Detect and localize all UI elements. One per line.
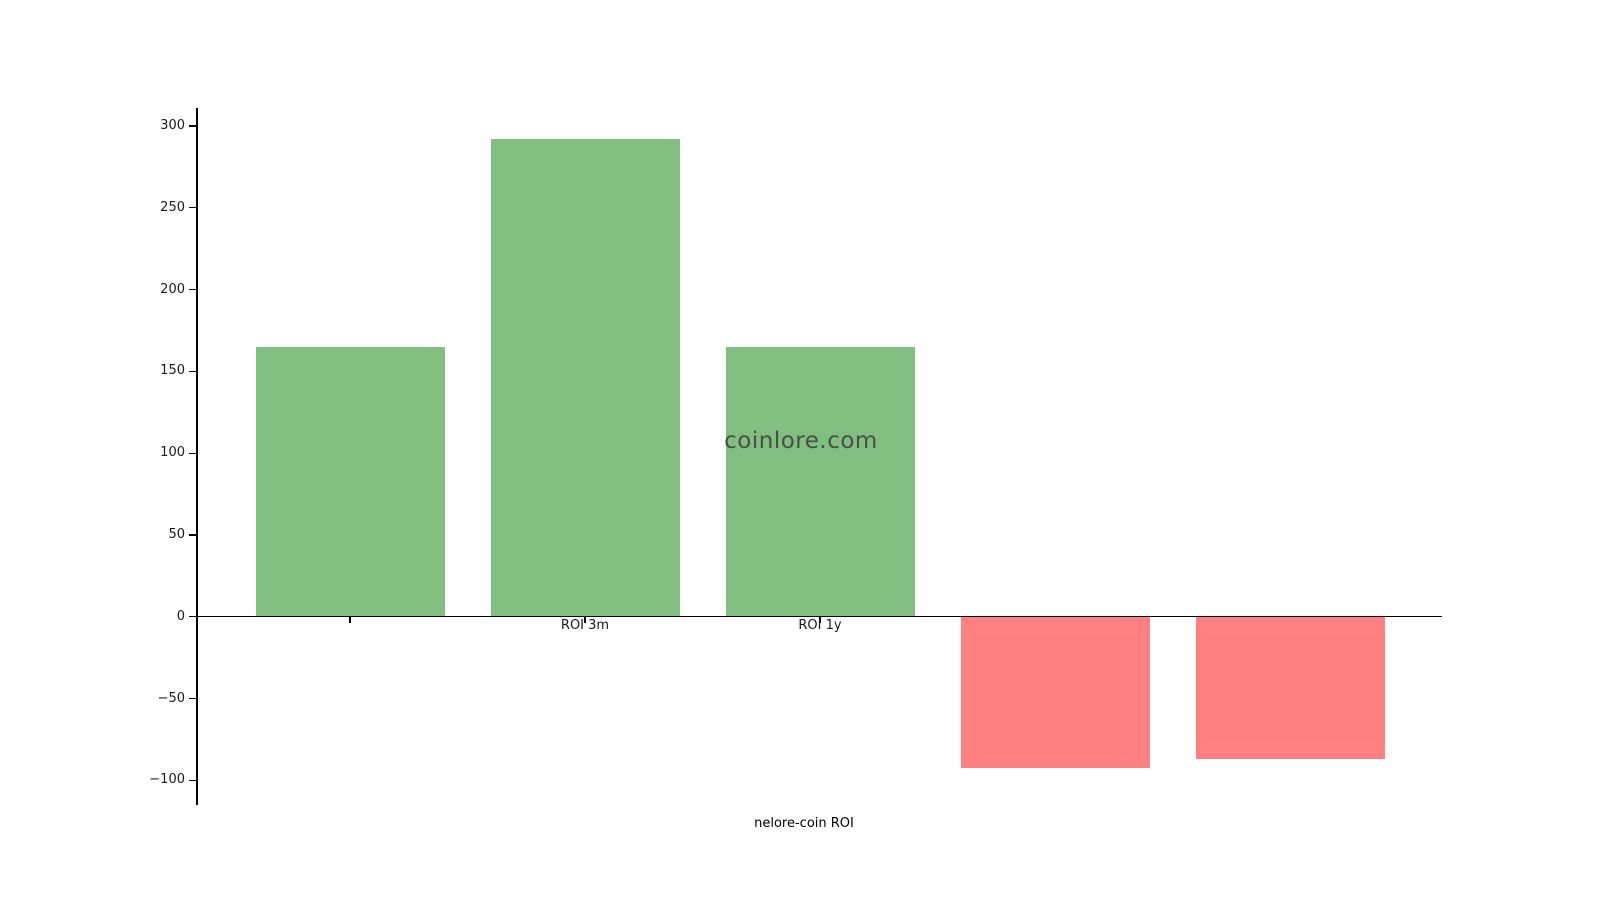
positive-roi-bar [490,139,680,617]
y-tick-mark [189,779,196,782]
x-tick-label: ROI 3m [560,617,610,633]
y-tick-label: 250 [160,199,185,215]
x-tick-mark [349,616,351,623]
y-axis-spine [196,108,198,805]
x-axis-zero-line [196,615,1442,618]
positive-roi-bar [255,346,445,617]
y-tick-label: 0 [176,608,185,624]
y-tick-label: 200 [160,281,185,297]
x-tick-label: ROI 1y [798,617,842,633]
y-tick-label: 150 [160,363,185,379]
y-tick-label: 50 [168,527,185,542]
y-tick-label: −100 [149,772,185,788]
y-tick-label: 300 [160,118,185,133]
y-tick-mark [189,288,196,291]
negative-roi-bar [960,617,1150,768]
y-tick-mark [189,452,196,454]
y-tick-label: 100 [160,445,185,461]
negative-roi-bar [1195,617,1385,760]
x-tick-mark [819,616,821,623]
watermark-text: coinlore.com [724,428,878,454]
positive-roi-bar [725,346,915,617]
y-tick-mark [189,370,196,373]
x-axis-title: nelore-coin ROI [754,816,854,831]
y-tick-mark [189,207,196,209]
y-tick-mark [189,125,196,127]
x-tick-mark [584,616,586,623]
y-tick-mark [189,697,196,700]
y-tick-mark [189,616,196,618]
y-tick-mark [189,534,196,536]
y-tick-label: −50 [157,690,185,706]
